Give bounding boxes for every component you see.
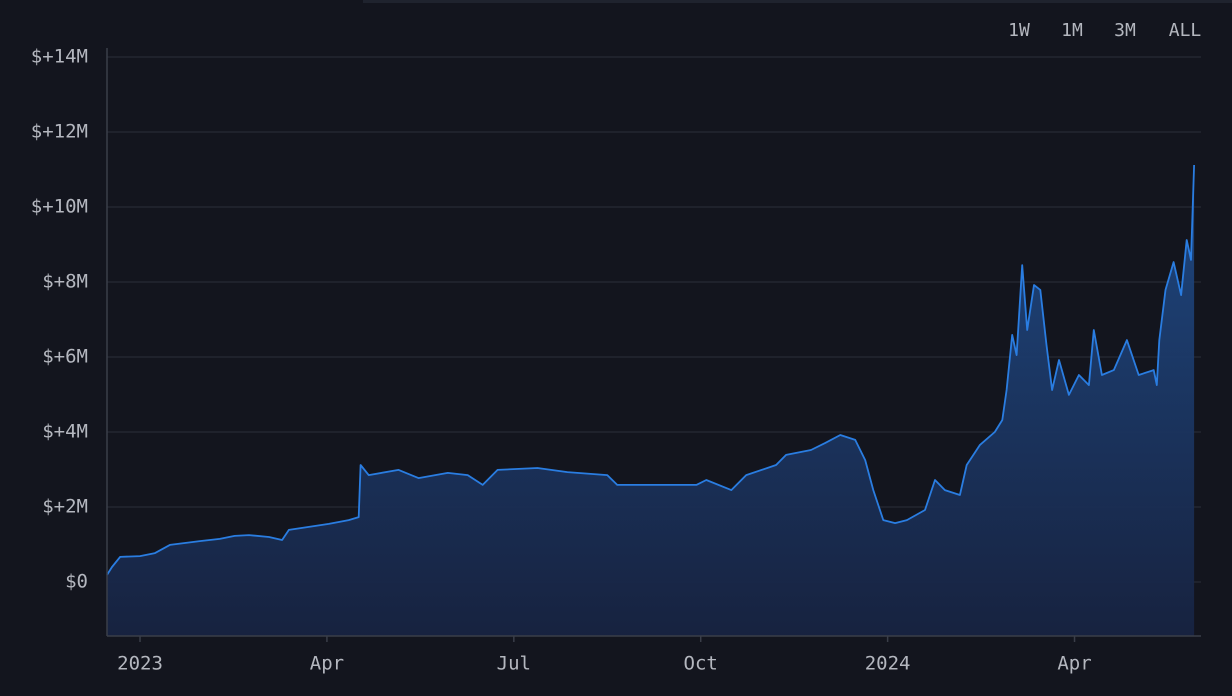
x-tick-label: Apr — [310, 653, 344, 675]
y-tick-label: $+4M — [42, 421, 88, 443]
area — [107, 165, 1195, 636]
top-bar — [363, 0, 1232, 3]
line — [106, 164, 1195, 576]
y-tick-label: $+2M — [42, 496, 88, 518]
y-tick-label: $+14M — [31, 46, 88, 68]
y-tick-label: $+6M — [42, 346, 88, 368]
range-button[interactable]: 3M — [1114, 20, 1136, 41]
y-tick-label: $+8M — [42, 271, 88, 293]
range-button[interactable]: 1M — [1061, 20, 1083, 41]
x-tick-label: Apr — [1057, 653, 1091, 675]
y-tick-label: $0 — [65, 571, 88, 593]
range-button[interactable]: 1W — [1008, 20, 1030, 41]
x-tick-label: 2024 — [865, 653, 911, 675]
y-tick-label: $+12M — [31, 121, 88, 143]
x-tick-label: Jul — [497, 653, 531, 675]
x-tick-label: Oct — [684, 653, 718, 675]
x-tick-label: 2023 — [117, 653, 163, 675]
range-button[interactable]: ALL — [1169, 20, 1202, 41]
y-tick-label: $+10M — [31, 196, 88, 218]
